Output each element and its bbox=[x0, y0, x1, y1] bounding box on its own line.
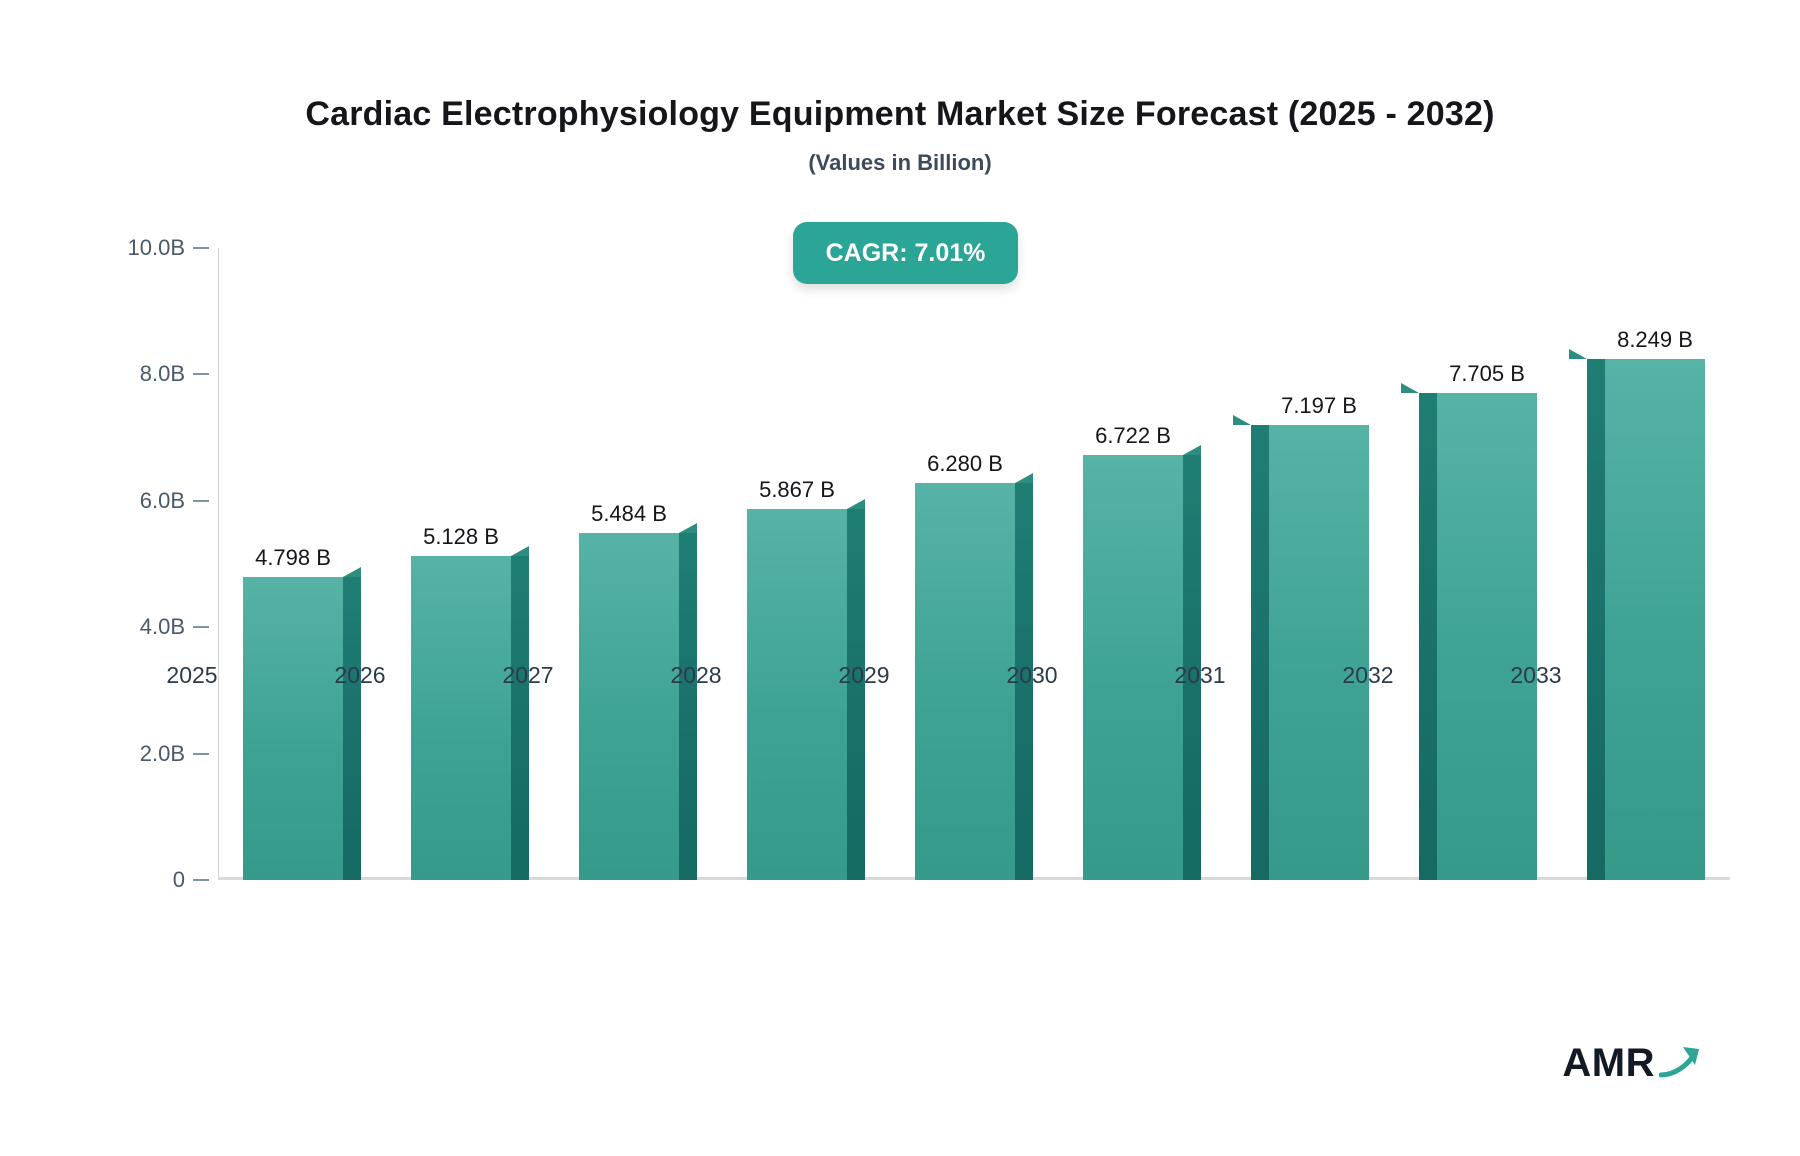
bar-value-label-2032: 7.705 B bbox=[1449, 361, 1525, 387]
y-axis-tick-label: 8.0B bbox=[110, 361, 185, 387]
y-axis-tick-label: 6.0B bbox=[110, 488, 185, 514]
bar-slot-2032[interactable]: 7.705 B bbox=[1394, 248, 1562, 880]
bar-slot-2029[interactable]: 6.280 B bbox=[890, 248, 1058, 880]
bar-top-highlight-2033 bbox=[1569, 349, 1587, 359]
bar-slot-2028[interactable]: 5.867 B bbox=[722, 248, 890, 880]
bar-slot-2026[interactable]: 5.128 B bbox=[386, 248, 554, 880]
y-axis-tick-dash bbox=[193, 879, 209, 881]
bar-value-label-2030: 6.722 B bbox=[1095, 423, 1171, 449]
plot-area: 0 2.0B 4.0B 6.0B 8.0B 10.0B 4.798 B 5.128 B 5.4… bbox=[110, 248, 1730, 880]
bar-side-2026 bbox=[511, 556, 529, 880]
y-axis-tick: 2.0B bbox=[110, 741, 209, 767]
y-axis-tick-label: 0 bbox=[110, 867, 185, 893]
x-axis-label-2032: 2032 bbox=[1284, 636, 1452, 689]
y-axis-tick-dash bbox=[193, 500, 209, 502]
y-axis-tick-label: 2.0B bbox=[110, 741, 185, 767]
bar-slot-2027[interactable]: 5.484 B bbox=[554, 248, 722, 880]
bar-value-label-2033: 8.249 B bbox=[1617, 327, 1693, 353]
bar-front-2027[interactable]: 5.484 B bbox=[579, 533, 679, 880]
x-axis-label-2030: 2030 bbox=[948, 636, 1116, 689]
y-axis-tick: 0 bbox=[110, 867, 209, 893]
bar-side-2028 bbox=[847, 509, 865, 880]
bar-front-2026[interactable]: 5.128 B bbox=[411, 556, 511, 880]
y-axis-tick: 6.0B bbox=[110, 488, 209, 514]
y-axis-tick-dash bbox=[193, 373, 209, 375]
bar-side-2027 bbox=[679, 533, 697, 880]
bar-top-highlight-2032 bbox=[1401, 383, 1419, 393]
bar-side-2033 bbox=[1587, 359, 1605, 880]
x-axis-labels: 2025 2026 2027 2028 2029 2030 2031 2032 2033 bbox=[108, 636, 1620, 689]
bar-side-2025 bbox=[343, 577, 361, 880]
bar-slot-2025[interactable]: 4.798 B bbox=[218, 248, 386, 880]
x-axis-label-2033: 2033 bbox=[1452, 636, 1620, 689]
x-axis-label-2026: 2026 bbox=[276, 636, 444, 689]
bar-top-highlight-2029 bbox=[1015, 473, 1033, 483]
logo-text: AMR bbox=[1562, 1041, 1655, 1086]
bar-slot-2030[interactable]: 6.722 B bbox=[1058, 248, 1226, 880]
bar-slot-2031[interactable]: 7.197 B bbox=[1226, 248, 1394, 880]
bar-front-2025[interactable]: 4.798 B bbox=[243, 577, 343, 880]
bar-top-highlight-2028 bbox=[847, 499, 865, 509]
x-axis-label-2031: 2031 bbox=[1116, 636, 1284, 689]
bars-group: 4.798 B 5.128 B 5.484 B 5.867 B 6.280 B 6.722… bbox=[218, 248, 1730, 880]
x-axis-label-2027: 2027 bbox=[444, 636, 612, 689]
bar-slot-2033[interactable]: 8.249 B bbox=[1562, 248, 1730, 880]
bar-front-2033[interactable]: 8.249 B bbox=[1605, 359, 1705, 880]
bar-top-highlight-2027 bbox=[679, 523, 697, 533]
bar-value-label-2026: 5.128 B bbox=[423, 524, 499, 550]
x-axis-label-2025: 2025 bbox=[108, 636, 276, 689]
bar-top-highlight-2030 bbox=[1183, 445, 1201, 455]
y-axis-tick-dash bbox=[193, 626, 209, 628]
chart-title: Cardiac Electrophysiology Equipment Mark… bbox=[0, 95, 1800, 134]
y-axis-tick: 8.0B bbox=[110, 361, 209, 387]
y-axis-tick-dash bbox=[193, 247, 209, 249]
bar-front-2028[interactable]: 5.867 B bbox=[747, 509, 847, 880]
logo-arrow-icon bbox=[1659, 1041, 1705, 1086]
y-axis-tick: 10.0B bbox=[110, 235, 209, 261]
x-axis-label-2028: 2028 bbox=[612, 636, 780, 689]
bar-value-label-2031: 7.197 B bbox=[1281, 393, 1357, 419]
bar-top-highlight-2031 bbox=[1233, 415, 1251, 425]
y-axis-tick-dash bbox=[193, 753, 209, 755]
y-axis-tick-label: 10.0B bbox=[110, 235, 185, 261]
bar-top-highlight-2026 bbox=[511, 546, 529, 556]
chart-subtitle: (Values in Billion) bbox=[0, 150, 1800, 176]
bar-value-label-2029: 6.280 B bbox=[927, 451, 1003, 477]
chart-container: Cardiac Electrophysiology Equipment Mark… bbox=[0, 0, 1800, 1156]
bar-value-label-2027: 5.484 B bbox=[591, 501, 667, 527]
bar-value-label-2028: 5.867 B bbox=[759, 477, 835, 503]
bar-value-label-2025: 4.798 B bbox=[255, 545, 331, 571]
x-axis-label-2029: 2029 bbox=[780, 636, 948, 689]
bar-top-highlight-2025 bbox=[343, 567, 361, 577]
amr-logo: AMR bbox=[1562, 1041, 1705, 1086]
